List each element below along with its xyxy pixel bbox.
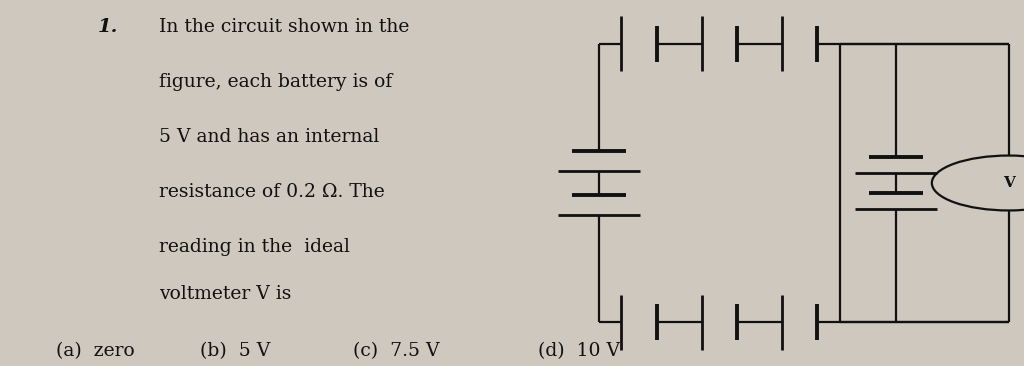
Text: figure, each battery is of: figure, each battery is of (159, 73, 392, 91)
Text: (a)  zero: (a) zero (56, 342, 135, 360)
Text: 1.: 1. (97, 18, 118, 36)
Text: (c)  7.5 V: (c) 7.5 V (353, 342, 439, 360)
Text: resistance of 0.2 Ω. The: resistance of 0.2 Ω. The (159, 183, 384, 201)
Text: reading in the  ideal: reading in the ideal (159, 238, 349, 256)
Text: In the circuit shown in the: In the circuit shown in the (159, 18, 410, 36)
Text: voltmeter V is: voltmeter V is (159, 285, 291, 303)
Text: 5 V and has an internal: 5 V and has an internal (159, 128, 379, 146)
Text: (d)  10 V: (d) 10 V (538, 342, 620, 360)
Text: V: V (1002, 176, 1015, 190)
Text: (b)  5 V: (b) 5 V (200, 342, 270, 360)
